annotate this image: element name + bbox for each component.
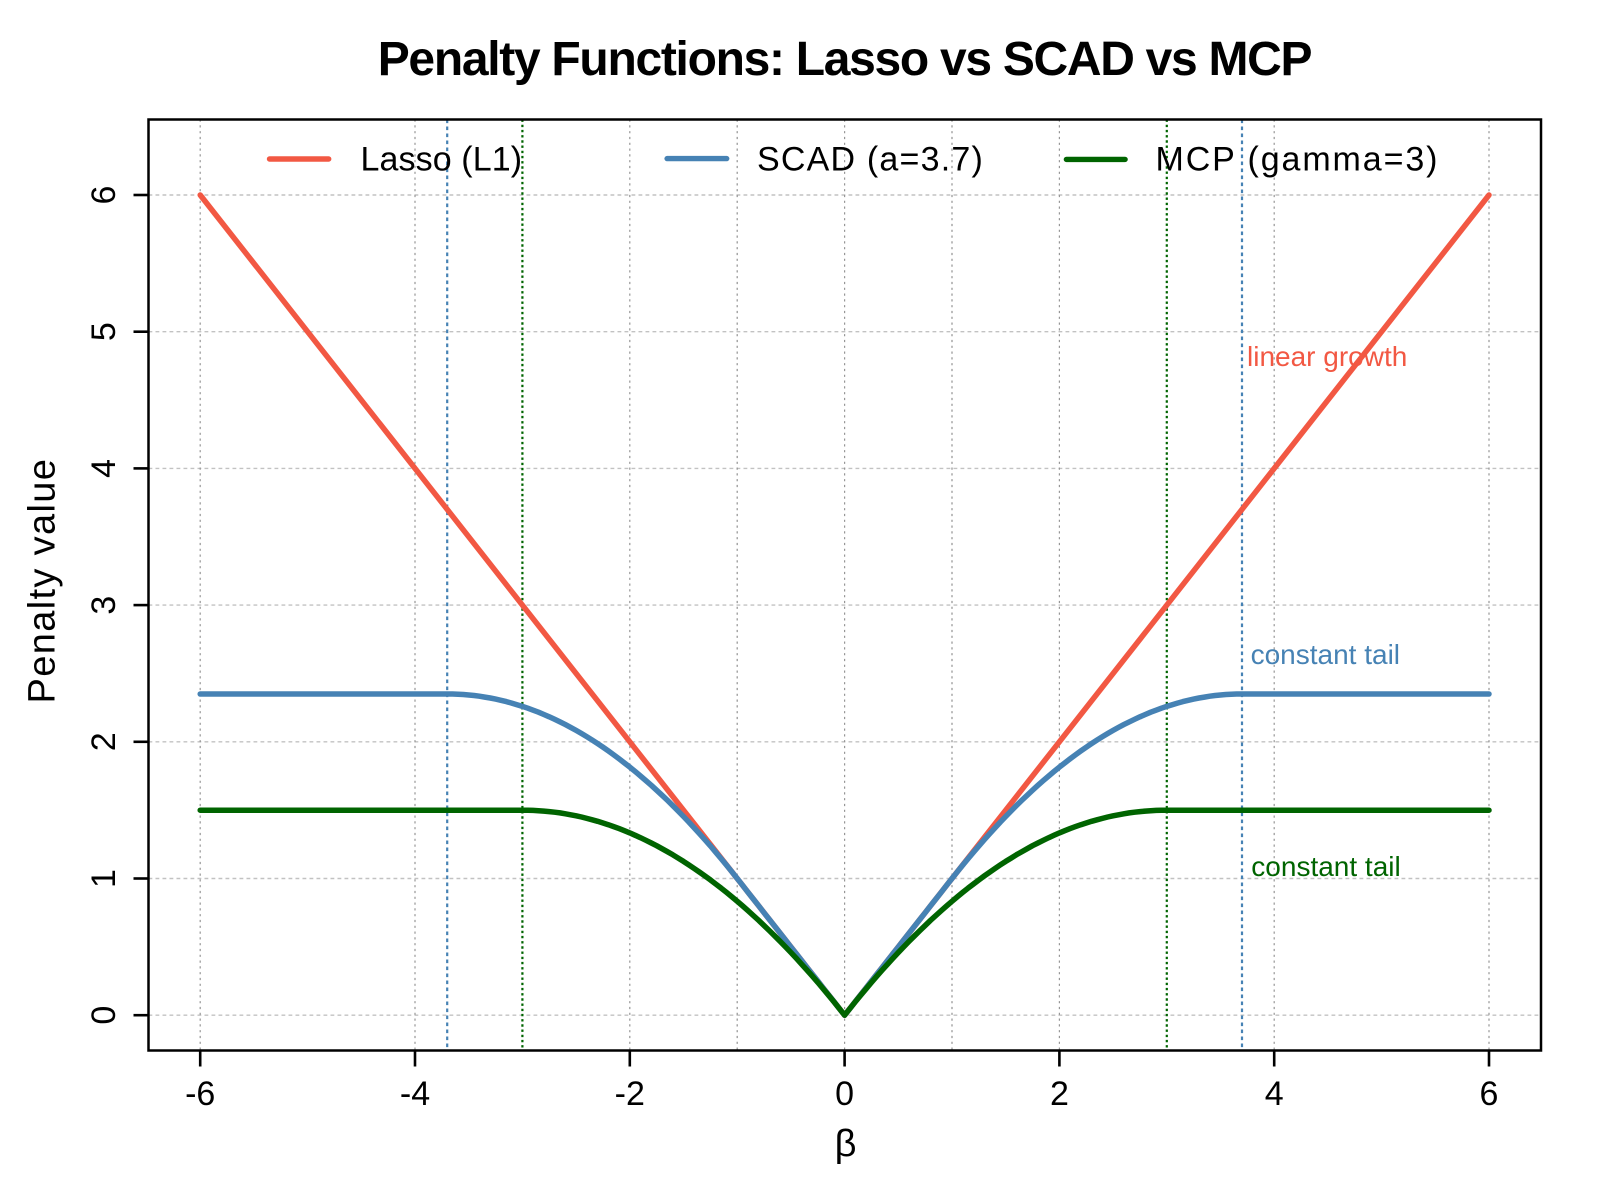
svg-text:1: 1: [85, 869, 123, 888]
svg-text:β: β: [835, 1123, 857, 1165]
svg-text:-2: -2: [615, 1075, 645, 1113]
svg-text:2: 2: [1050, 1075, 1069, 1113]
svg-text:4: 4: [85, 459, 123, 478]
svg-text:3: 3: [85, 596, 123, 615]
svg-text:constant tail: constant tail: [1251, 639, 1400, 670]
svg-text:linear growth: linear growth: [1247, 341, 1407, 372]
svg-text:MCP (gamma=3): MCP (gamma=3): [1156, 141, 1440, 179]
svg-text:2: 2: [85, 732, 123, 751]
svg-text:-4: -4: [400, 1075, 430, 1113]
svg-text:SCAD (a=3.7): SCAD (a=3.7): [757, 141, 984, 179]
svg-text:0: 0: [85, 1006, 123, 1025]
svg-text:-6: -6: [185, 1075, 215, 1113]
svg-text:5: 5: [85, 322, 123, 341]
svg-text:Penalty Functions: Lasso vs SC: Penalty Functions: Lasso vs SCAD vs MCP: [378, 33, 1312, 86]
svg-text:Penalty value: Penalty value: [22, 458, 64, 704]
svg-text:6: 6: [1480, 1075, 1499, 1113]
svg-text:4: 4: [1265, 1075, 1284, 1113]
svg-text:constant tail: constant tail: [1251, 851, 1400, 882]
svg-text:6: 6: [85, 186, 123, 205]
svg-text:Lasso (L1): Lasso (L1): [361, 141, 523, 179]
svg-text:0: 0: [835, 1075, 854, 1113]
